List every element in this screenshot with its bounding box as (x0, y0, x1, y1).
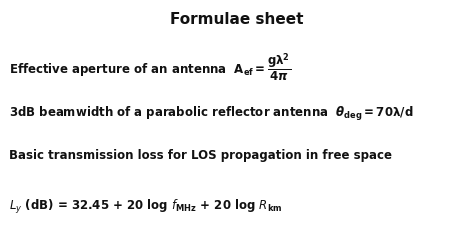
Text: 3dB beamwidth of a parabolic reflector antenna  $\boldsymbol{\theta}_{\mathbf{de: 3dB beamwidth of a parabolic reflector a… (9, 105, 414, 123)
Text: Effective aperture of an antenna  $\mathbf{A}_{\mathbf{ef}}\mathbf{=}\dfrac{\mat: Effective aperture of an antenna $\mathb… (9, 51, 291, 84)
Text: Formulae sheet: Formulae sheet (170, 12, 303, 27)
Text: $\mathbf{\mathit{L}}_{\mathbf{\mathit{y}}}$ (dB) = 32.45 + 20 log $\mathbf{\math: $\mathbf{\mathit{L}}_{\mathbf{\mathit{y}… (9, 198, 283, 216)
Text: Basic transmission loss for LOS propagation in free space: Basic transmission loss for LOS propagat… (9, 149, 393, 162)
